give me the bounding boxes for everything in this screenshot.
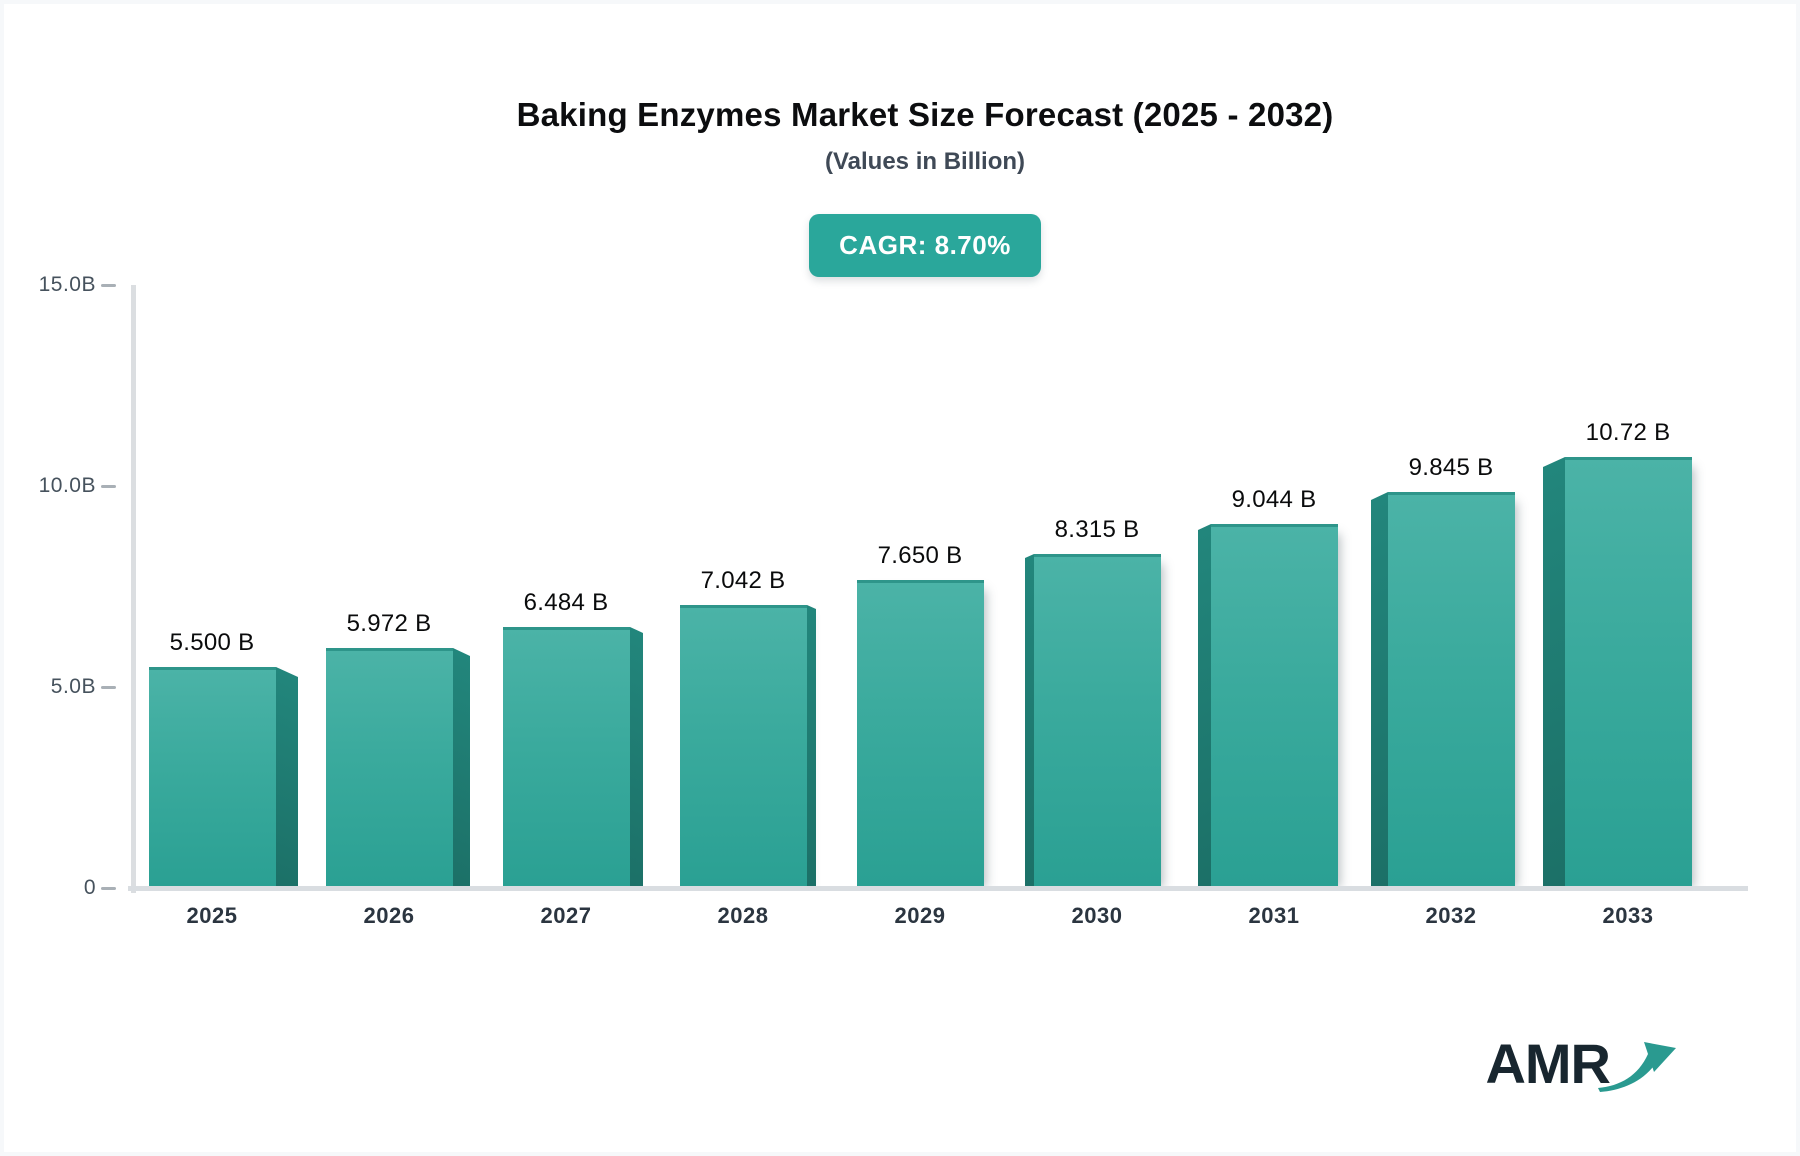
y-axis-label: 15.0B: [38, 273, 96, 296]
bar-3d-side: [1197, 524, 1211, 888]
x-axis-label: 2026: [363, 903, 415, 928]
bar-value-label: 5.972 B: [346, 610, 432, 637]
x-axis-label: 2031: [1248, 903, 1300, 928]
bar-face: [1210, 524, 1338, 888]
chart-subtitle: (Values in Billion): [824, 148, 1026, 175]
x-axis-line: [128, 886, 1748, 891]
bar-value-label: 6.484 B: [523, 589, 609, 616]
bar-2030: [1024, 554, 1161, 888]
bar-2026: [325, 648, 470, 888]
bar-3d-side: [1370, 492, 1388, 888]
x-axis-label: 2032: [1425, 903, 1477, 928]
x-axis-label: 2025: [186, 903, 238, 928]
bar-3d-side: [1024, 554, 1034, 888]
bar-face: [148, 667, 276, 888]
chart-header: Baking Enzymes Market Size Forecast (202…: [0, 0, 1800, 277]
bar-3d-side: [1542, 457, 1565, 888]
y-axis-label: 0: [83, 876, 96, 899]
bar-3d-side: [629, 627, 643, 888]
bar-value-label: 5.500 B: [169, 629, 255, 656]
y-axis-tick: [101, 284, 116, 287]
bar-face: [502, 627, 630, 888]
x-axis-label: 2033: [1602, 903, 1654, 928]
plot-area: 5.500 B 5.972 B 6.484 B 7.042 B 7.650 B 8.315…: [0, 250, 1800, 888]
bar-face: [679, 605, 807, 888]
bar-face: [856, 580, 984, 888]
chart-title: Baking Enzymes Market Size Forecast (202…: [516, 96, 1334, 133]
growth-arrow-icon: [1598, 1042, 1676, 1092]
y-axis-tick: [101, 887, 116, 890]
bar-2033: [1542, 457, 1692, 888]
bar-value-label: 7.042 B: [700, 567, 786, 594]
y-axis-label: 10.0B: [38, 474, 96, 497]
bar-face: [1033, 554, 1161, 888]
bar-3d-side: [275, 667, 298, 888]
bar-value-label: 8.315 B: [1054, 516, 1140, 543]
bar-3d-side: [452, 648, 470, 888]
x-axis-label: 2027: [540, 903, 592, 928]
x-axis-label: 2030: [1071, 903, 1123, 928]
cagr-badge: CAGR: 8.70%: [809, 214, 1041, 277]
y-axis-tick: [101, 485, 116, 488]
x-axis-label: 2028: [717, 903, 769, 928]
x-axis-label: 2029: [894, 903, 946, 928]
bar-value-label: 7.650 B: [877, 542, 963, 569]
bar-2029: [856, 580, 984, 888]
bar-2025: [148, 667, 298, 888]
bar-2028: [679, 605, 816, 888]
y-axis-line: [131, 285, 136, 893]
amr-logo: AMR: [1485, 1036, 1688, 1098]
bar-face: [1387, 492, 1515, 888]
bar-face: [325, 648, 453, 888]
bar-2032: [1370, 492, 1515, 888]
bar-value-label: 9.044 B: [1231, 486, 1317, 513]
bar-3d-side: [806, 605, 816, 888]
bar-face: [1564, 457, 1692, 888]
y-axis-tick: [101, 686, 116, 689]
y-axis-label: 5.0B: [50, 675, 96, 698]
bar-2031: [1197, 524, 1338, 888]
bar-value-label: 9.845 B: [1408, 454, 1494, 481]
amr-logo-text: AMR: [1485, 1032, 1611, 1095]
bar-2027: [502, 627, 643, 888]
bar-value-label: 10.72 B: [1585, 419, 1671, 446]
